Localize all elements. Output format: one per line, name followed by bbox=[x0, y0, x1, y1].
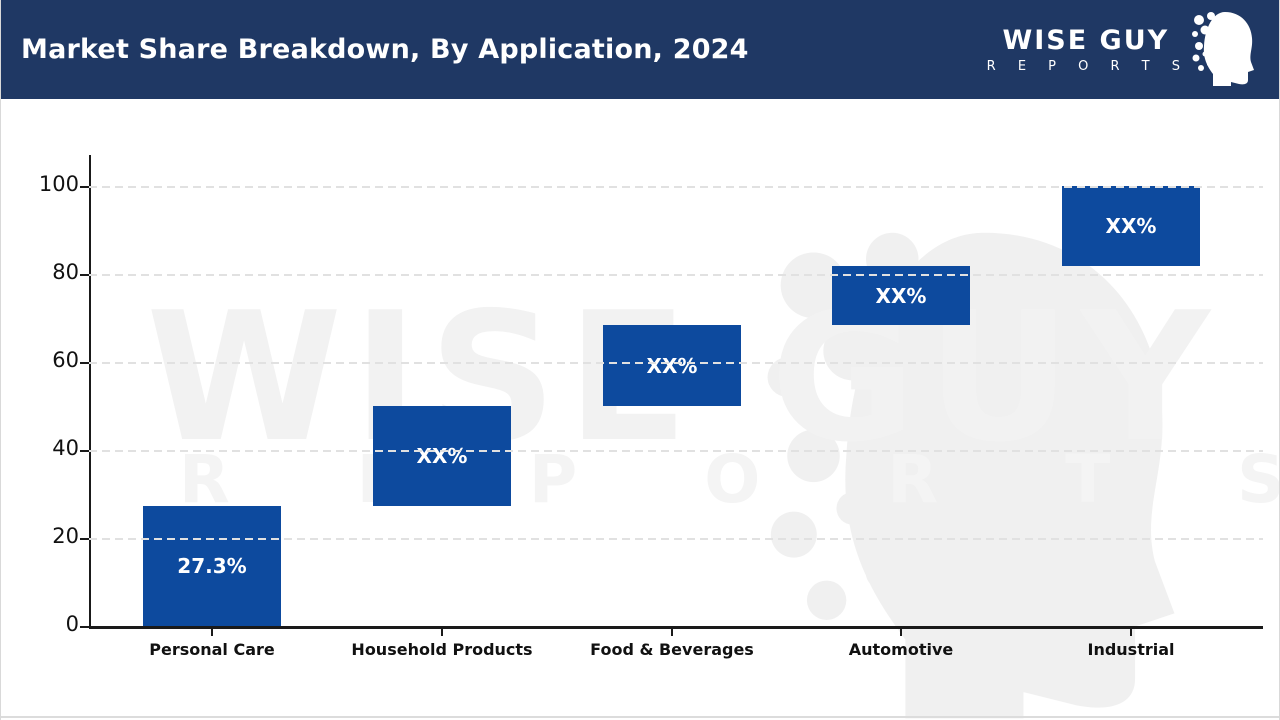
bar: XX% bbox=[373, 406, 511, 506]
bar-label: XX% bbox=[875, 283, 927, 308]
logo-word: WISE GUY bbox=[1002, 24, 1170, 56]
bar: XX% bbox=[603, 325, 741, 406]
chart-area: WISE GUY R E P O R T S 0 20 40 60 80 100 27.3%… bbox=[1, 99, 1280, 719]
logo-wordmark: WISE GUY R E P O R T S bbox=[983, 27, 1189, 73]
logo: WISE GUY R E P O R T S bbox=[983, 10, 1255, 90]
bar: 27.3% bbox=[143, 505, 281, 626]
y-tick-mark bbox=[80, 186, 89, 188]
watermark-subtext: R E P O R T S bbox=[179, 441, 1280, 518]
bar-label: 27.3% bbox=[177, 553, 247, 578]
x-axis-label: Food & Beverages bbox=[590, 640, 754, 659]
y-tick-mark bbox=[80, 362, 89, 364]
y-tick-label: 60 bbox=[52, 348, 79, 372]
x-axis-label: Automotive bbox=[848, 640, 954, 659]
y-tick-label: 100 bbox=[38, 172, 79, 196]
page-title: Market Share Breakdown, By Application, … bbox=[21, 34, 749, 65]
gridline bbox=[89, 186, 1263, 188]
y-tick-mark bbox=[80, 274, 89, 276]
logo-head-icon bbox=[1191, 10, 1255, 90]
x-axis-label: Industrial bbox=[1087, 640, 1175, 659]
bar-label: XX% bbox=[646, 353, 698, 378]
gridline bbox=[89, 362, 1263, 364]
x-tick-mark bbox=[900, 629, 902, 636]
bar-label: XX% bbox=[1105, 214, 1157, 239]
y-tick-mark bbox=[80, 450, 89, 452]
gridline bbox=[89, 450, 1263, 452]
x-tick-mark bbox=[441, 629, 443, 636]
gridline bbox=[89, 274, 1263, 276]
x-axis-label: Personal Care bbox=[149, 640, 275, 659]
bar-label: XX% bbox=[416, 443, 468, 468]
bar: XX% bbox=[1062, 186, 1200, 267]
y-axis bbox=[89, 155, 91, 629]
header-bar: Market Share Breakdown, By Application, … bbox=[1, 0, 1279, 99]
x-tick-mark bbox=[1130, 629, 1132, 636]
x-axis-label: Household Products bbox=[351, 640, 533, 659]
x-tick-mark bbox=[671, 629, 673, 636]
gridline bbox=[89, 538, 1263, 540]
y-tick-label: 40 bbox=[52, 436, 79, 460]
y-tick-mark bbox=[80, 538, 89, 540]
x-axis bbox=[89, 626, 1263, 629]
y-tick-mark bbox=[80, 626, 89, 628]
bottom-divider bbox=[1, 716, 1279, 718]
y-tick-label: 0 bbox=[65, 612, 79, 636]
y-tick-label: 20 bbox=[52, 524, 79, 548]
x-tick-mark bbox=[211, 629, 213, 636]
y-tick-label: 80 bbox=[52, 260, 79, 284]
logo-subtext: R E P O R T S bbox=[986, 58, 1189, 74]
